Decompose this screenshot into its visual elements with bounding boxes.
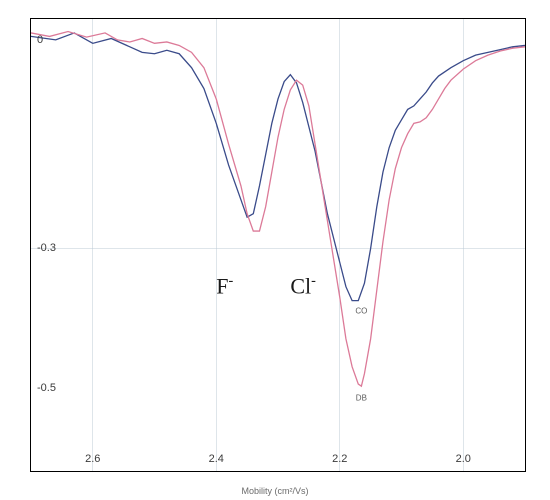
annot-db: DB [356,393,367,402]
chart-svg [31,19,525,471]
annot-co: CO [355,307,367,316]
trace-pink [31,32,525,387]
label-Cl: Cl- [290,273,316,299]
label-F: F- [216,273,233,299]
x-tick-label: 2.4 [209,453,224,465]
trace-blue [31,33,525,301]
y-tick-label: -0.5 [37,382,56,394]
plot-area: 2.6 2.4 2.2 2.0 0 -0.3 -0.5 F- Cl- CO DB [30,18,526,472]
chart-container: 2.6 2.4 2.2 2.0 0 -0.3 -0.5 F- Cl- CO DB Mobility … [0,0,550,500]
x-tick-label: 2.2 [332,453,347,465]
y-tick-label: 0 [37,34,43,46]
x-axis-title: Mobility (cm²/Vs) [242,486,309,496]
y-tick-label: -0.3 [37,242,56,254]
x-tick-label: 2.6 [85,453,100,465]
x-tick-label: 2.0 [456,453,471,465]
